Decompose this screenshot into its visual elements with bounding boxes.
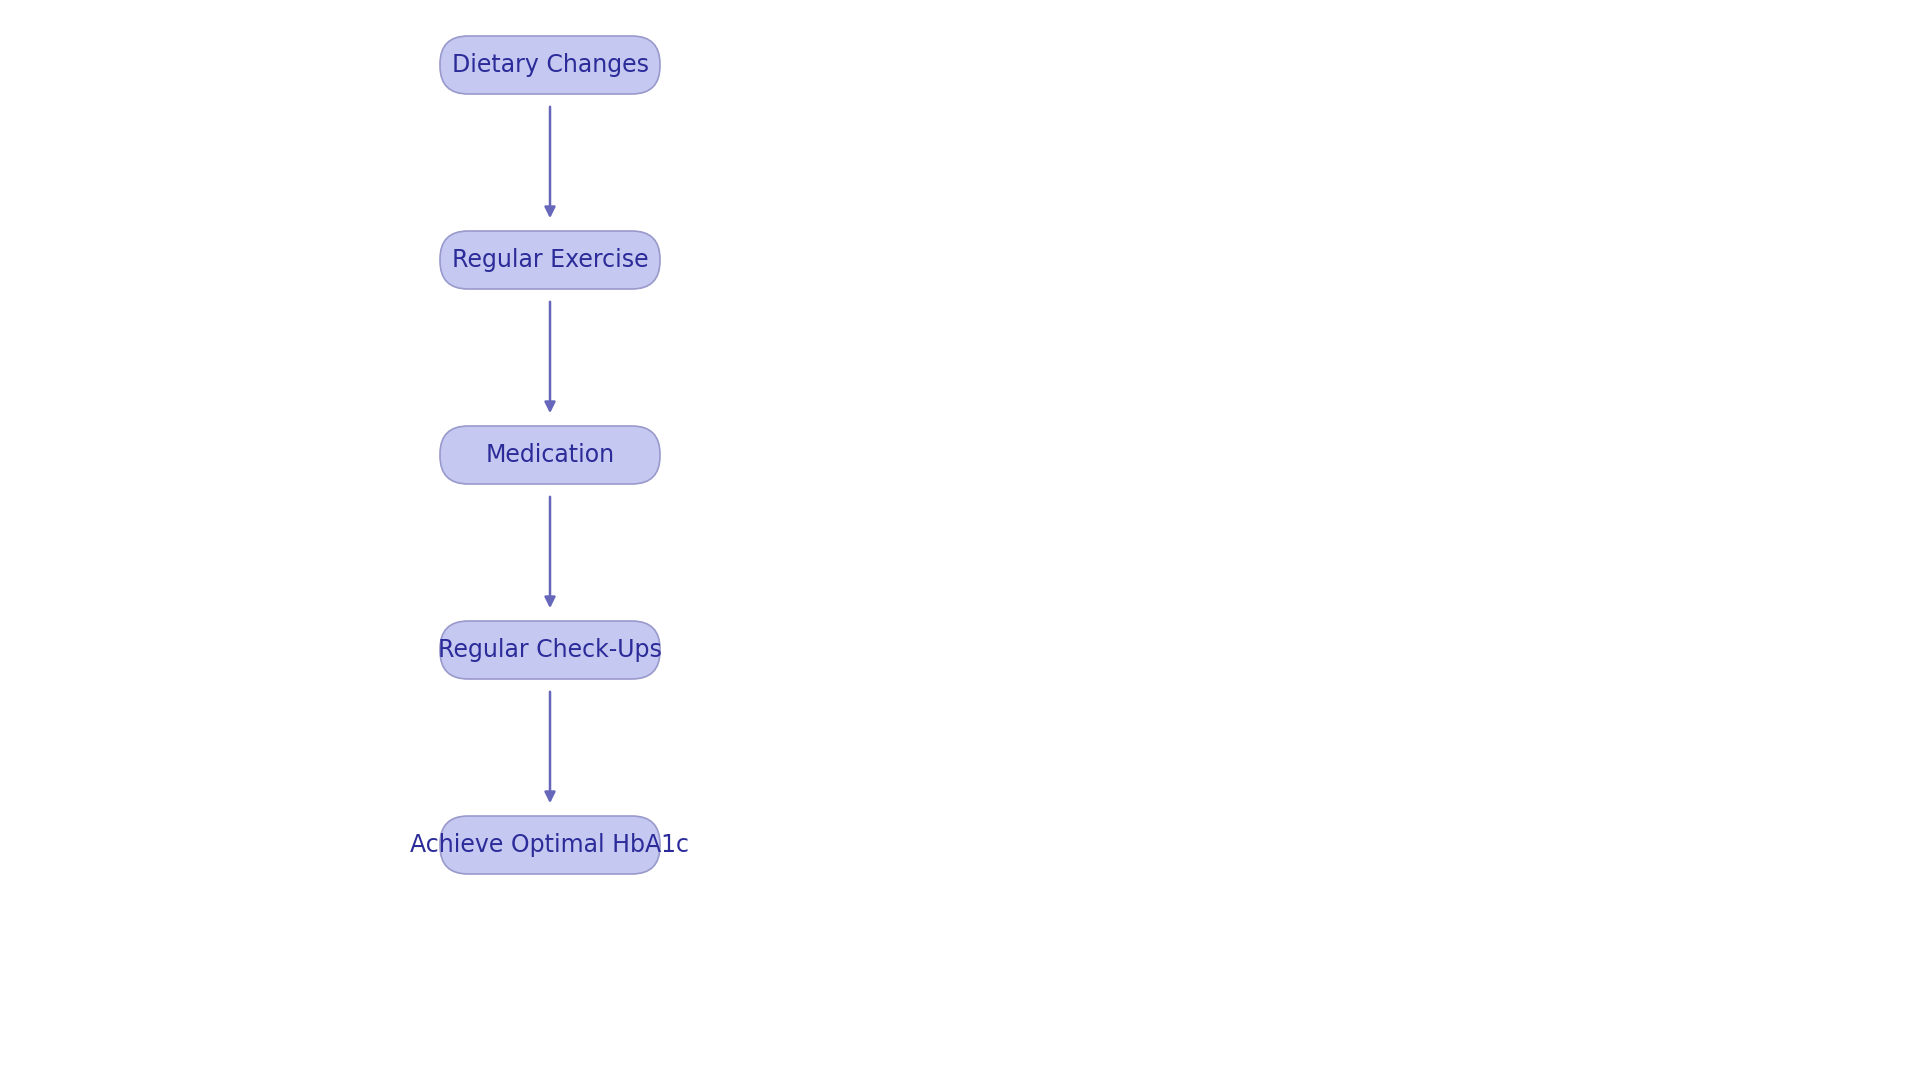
FancyBboxPatch shape bbox=[440, 231, 660, 289]
Text: Regular Exercise: Regular Exercise bbox=[451, 248, 649, 272]
FancyBboxPatch shape bbox=[440, 36, 660, 94]
Text: Achieve Optimal HbA1c: Achieve Optimal HbA1c bbox=[411, 833, 689, 857]
FancyBboxPatch shape bbox=[440, 621, 660, 679]
Text: Medication: Medication bbox=[486, 443, 614, 467]
Text: Dietary Changes: Dietary Changes bbox=[451, 53, 649, 77]
Text: Regular Check-Ups: Regular Check-Ups bbox=[438, 638, 662, 662]
FancyBboxPatch shape bbox=[440, 815, 660, 874]
FancyBboxPatch shape bbox=[440, 426, 660, 484]
